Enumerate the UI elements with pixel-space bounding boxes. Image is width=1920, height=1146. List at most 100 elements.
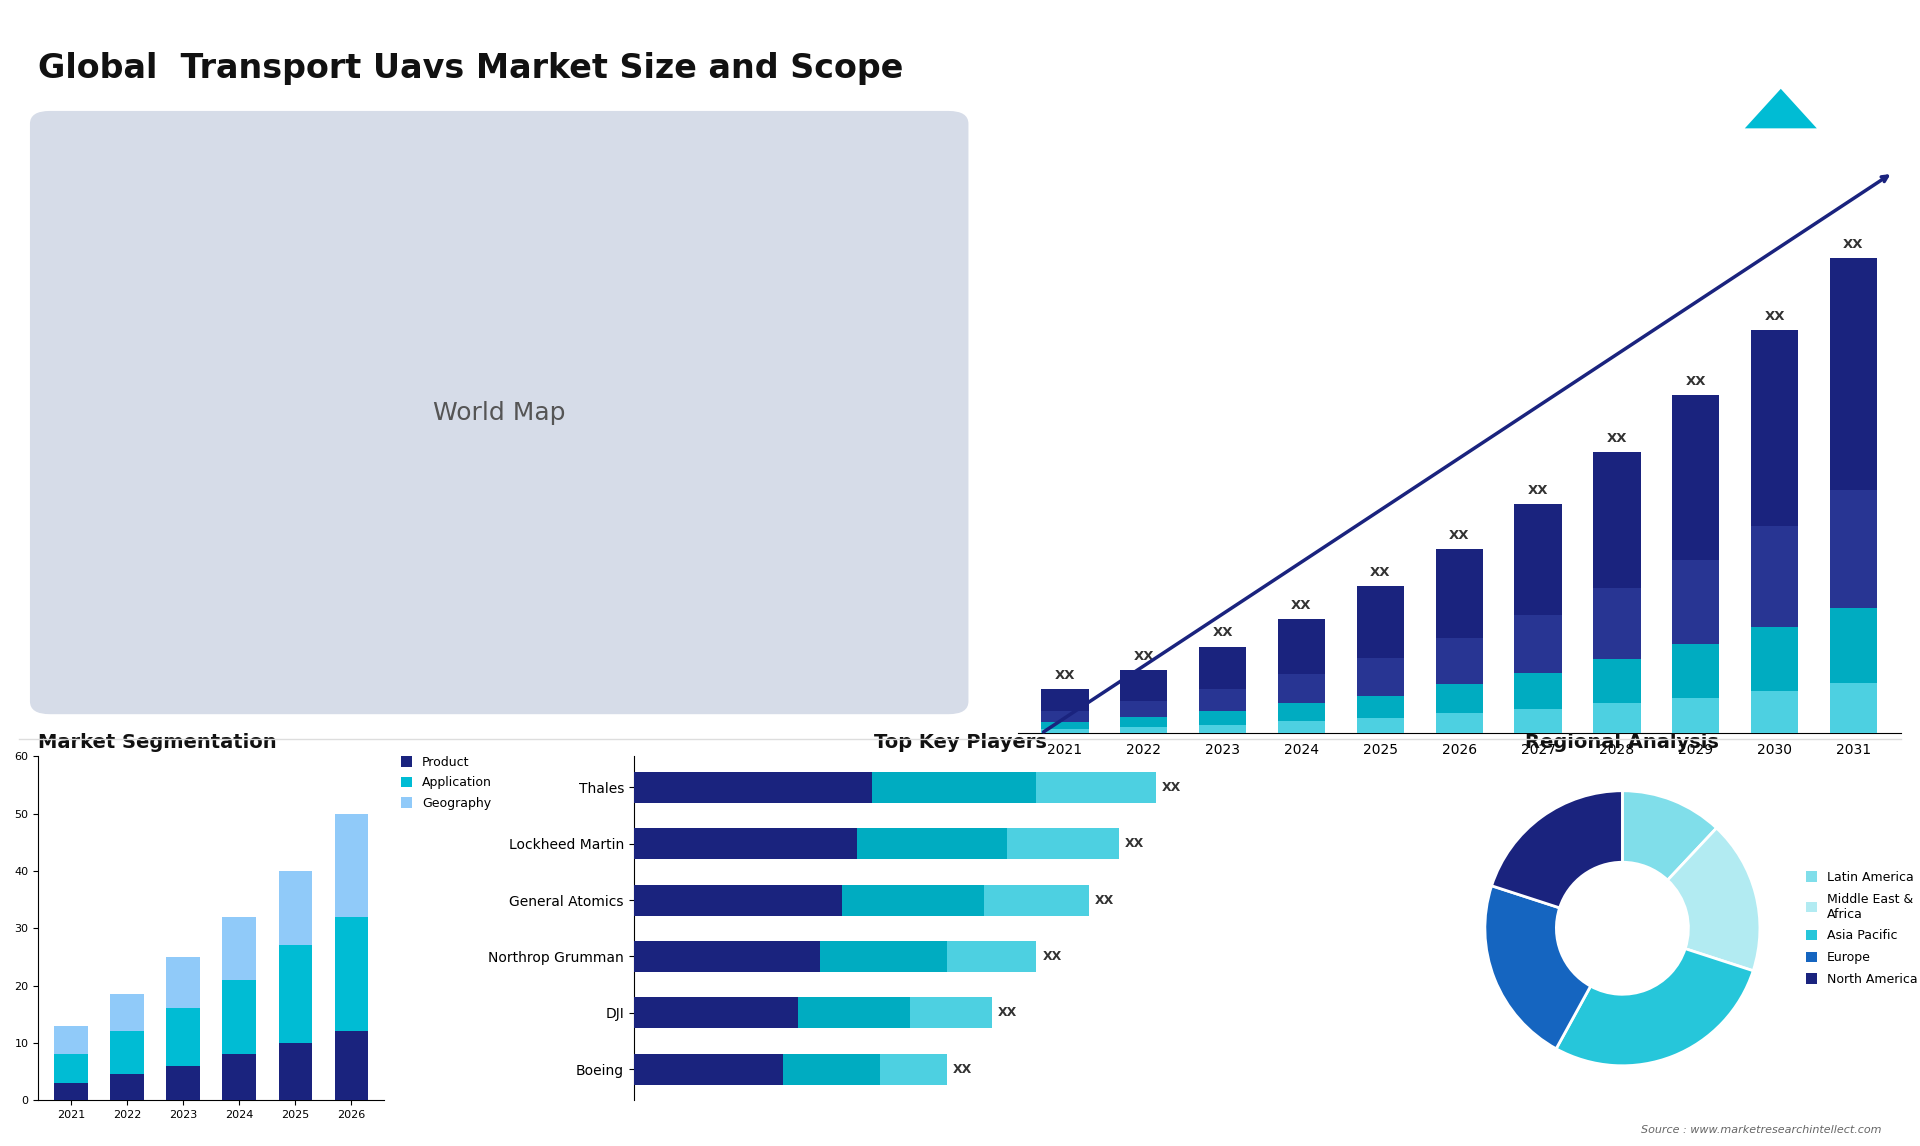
Bar: [910, 997, 993, 1028]
Bar: [334, 917, 369, 1031]
Bar: [1119, 670, 1167, 701]
Bar: [109, 1031, 144, 1075]
Bar: [54, 1026, 88, 1054]
Bar: [1751, 691, 1799, 733]
Text: XX: XX: [1843, 238, 1864, 251]
Bar: [1436, 549, 1482, 637]
Bar: [634, 772, 872, 803]
Bar: [1751, 627, 1799, 691]
Bar: [634, 941, 820, 972]
Text: XX: XX: [1528, 484, 1548, 497]
Bar: [634, 1053, 783, 1084]
Bar: [1198, 646, 1246, 689]
Bar: [54, 1083, 88, 1100]
Bar: [634, 829, 858, 860]
Bar: [634, 885, 843, 916]
Bar: [1041, 689, 1089, 712]
Bar: [1830, 607, 1878, 683]
Bar: [1037, 772, 1156, 803]
Text: XX: XX: [952, 1062, 972, 1076]
Bar: [1594, 704, 1640, 733]
Bar: [334, 814, 369, 917]
Bar: [167, 957, 200, 1008]
Bar: [783, 1053, 879, 1084]
Bar: [167, 1066, 200, 1100]
Bar: [1198, 724, 1246, 733]
Bar: [1594, 588, 1640, 659]
Bar: [54, 1054, 88, 1083]
Text: XX: XX: [1450, 528, 1469, 542]
Text: XX: XX: [1125, 838, 1144, 850]
Bar: [334, 1031, 369, 1100]
Wedge shape: [1555, 949, 1753, 1066]
FancyBboxPatch shape: [31, 111, 968, 714]
Text: MARKET: MARKET: [1761, 139, 1801, 148]
Text: XX: XX: [1094, 894, 1114, 906]
Bar: [1119, 716, 1167, 727]
Bar: [1436, 637, 1482, 684]
Bar: [1672, 644, 1720, 698]
Text: World Map: World Map: [432, 401, 566, 424]
Text: XX: XX: [1607, 432, 1626, 445]
Bar: [1119, 701, 1167, 716]
Bar: [1279, 704, 1325, 721]
Bar: [223, 980, 255, 1054]
Bar: [1041, 729, 1089, 733]
Bar: [1041, 712, 1089, 722]
Bar: [167, 1008, 200, 1066]
Bar: [1279, 721, 1325, 733]
Text: XX: XX: [1054, 669, 1075, 682]
Text: XX: XX: [1292, 598, 1311, 612]
Legend: Latin America, Middle East &
Africa, Asia Pacific, Europe, North America: Latin America, Middle East & Africa, Asi…: [1801, 865, 1920, 991]
Bar: [1515, 504, 1561, 615]
Bar: [1198, 712, 1246, 724]
Bar: [1830, 489, 1878, 607]
Text: XX: XX: [1133, 650, 1154, 662]
Polygon shape: [1686, 49, 1876, 128]
Polygon shape: [1745, 89, 1816, 128]
Text: XX: XX: [1162, 780, 1181, 794]
Bar: [1515, 674, 1561, 709]
Wedge shape: [1622, 791, 1716, 880]
Text: XX: XX: [1212, 627, 1233, 639]
Bar: [278, 1043, 313, 1100]
Wedge shape: [1484, 886, 1590, 1049]
Bar: [1515, 615, 1561, 674]
Text: XX: XX: [1686, 375, 1707, 387]
Text: INTELLECT: INTELLECT: [1757, 172, 1805, 181]
Bar: [1357, 696, 1404, 717]
Bar: [1119, 727, 1167, 733]
Text: XX: XX: [998, 1006, 1018, 1019]
Bar: [634, 997, 797, 1028]
Bar: [1436, 714, 1482, 733]
Bar: [1672, 395, 1720, 559]
Bar: [1672, 559, 1720, 644]
Wedge shape: [1668, 829, 1761, 971]
Bar: [223, 917, 255, 980]
Bar: [278, 945, 313, 1043]
Bar: [1041, 722, 1089, 729]
Bar: [1751, 526, 1799, 627]
Bar: [1594, 659, 1640, 704]
Bar: [872, 772, 1037, 803]
Wedge shape: [1492, 791, 1622, 908]
Bar: [109, 994, 144, 1031]
Bar: [797, 997, 910, 1028]
Bar: [278, 871, 313, 945]
Legend: Product, Application, Geography: Product, Application, Geography: [401, 755, 492, 810]
Bar: [1198, 689, 1246, 712]
Bar: [1279, 619, 1325, 675]
Bar: [1830, 258, 1878, 489]
Text: Global  Transport Uavs Market Size and Scope: Global Transport Uavs Market Size and Sc…: [38, 52, 904, 85]
Bar: [1357, 587, 1404, 658]
Text: Source : www.marketresearchintellect.com: Source : www.marketresearchintellect.com: [1642, 1124, 1882, 1135]
Text: XX: XX: [1043, 950, 1062, 963]
Text: XX: XX: [1764, 311, 1786, 323]
Text: RESEARCH: RESEARCH: [1757, 155, 1805, 164]
Bar: [1515, 709, 1561, 733]
Text: XX: XX: [1371, 566, 1390, 580]
Bar: [1006, 829, 1119, 860]
Bar: [985, 885, 1089, 916]
Bar: [1357, 658, 1404, 696]
Bar: [858, 829, 1006, 860]
